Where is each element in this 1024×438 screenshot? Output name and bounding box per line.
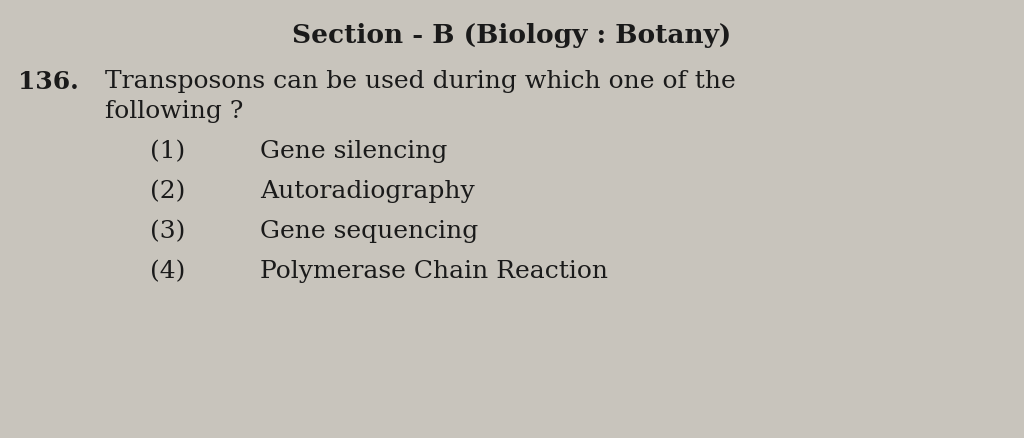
Text: (3): (3) <box>150 220 185 243</box>
Text: Transposons can be used during which one of the: Transposons can be used during which one… <box>105 70 736 93</box>
Text: Section - B (Biology : Botany): Section - B (Biology : Botany) <box>293 23 731 48</box>
Text: (4): (4) <box>150 260 185 283</box>
Text: Gene sequencing: Gene sequencing <box>260 220 478 243</box>
Text: (2): (2) <box>150 180 185 203</box>
Text: 136.: 136. <box>18 70 79 94</box>
Text: Gene silencing: Gene silencing <box>260 140 447 163</box>
Text: Polymerase Chain Reaction: Polymerase Chain Reaction <box>260 260 608 283</box>
Text: (1): (1) <box>150 140 185 163</box>
Text: Autoradiography: Autoradiography <box>260 180 475 203</box>
Text: following ?: following ? <box>105 100 244 123</box>
